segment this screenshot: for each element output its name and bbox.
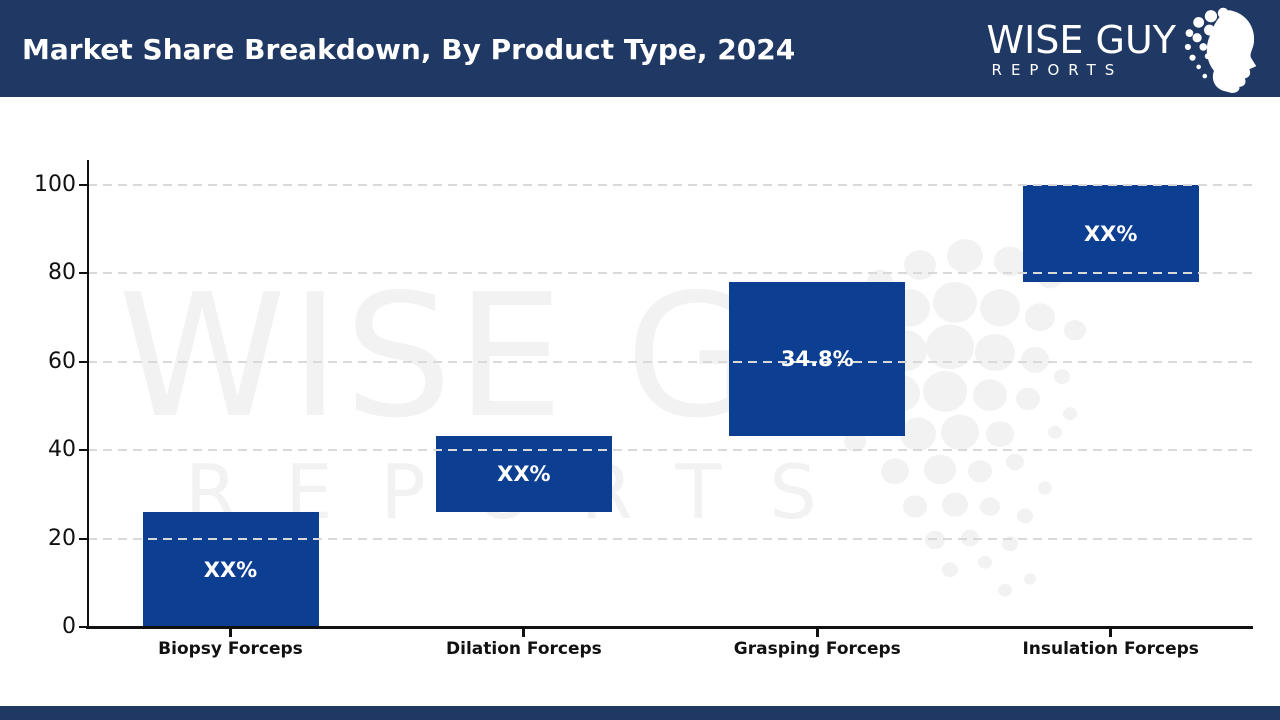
- gridline-20: [88, 537, 1253, 540]
- bar-value-label: XX%: [1083, 221, 1138, 246]
- x-category-label: Insulation Forceps: [1022, 639, 1199, 659]
- gridline-40: [88, 449, 1253, 452]
- y-tick-20: [79, 537, 87, 540]
- y-tick-label: 20: [48, 525, 76, 551]
- x-category-label: Biopsy Forceps: [158, 639, 303, 659]
- gridline-60: [88, 360, 1253, 363]
- x-axis-spine: [86, 626, 1253, 629]
- footer-bar: [0, 706, 1280, 720]
- x-tick-1: [522, 629, 526, 637]
- bar-grasping-forceps: [729, 282, 906, 437]
- y-tick-label: 60: [48, 348, 76, 374]
- y-tick-label: 80: [48, 260, 76, 286]
- bar-biopsy-forceps: [142, 512, 319, 627]
- logo-brand-text: WISE GUY: [986, 17, 1176, 62]
- logo-sub-text: REPORTS: [991, 61, 1124, 80]
- bar-dilation-forceps: [435, 436, 612, 513]
- y-tick-label: 0: [62, 614, 76, 639]
- y-tick-40: [79, 449, 87, 452]
- logo-head-icon: [1184, 7, 1257, 93]
- gridline-80: [88, 272, 1253, 275]
- y-tick-60: [79, 360, 87, 363]
- y-tick-80: [79, 272, 87, 275]
- bar-value-label: XX%: [497, 462, 551, 487]
- x-category-label: Grasping Forceps: [733, 639, 901, 659]
- header-bar: Market Share Breakdown, By Product Type,…: [0, 0, 1280, 97]
- bar-value-label: 34.8%: [780, 347, 854, 372]
- chart-title: Market Share Breakdown, By Product Type,…: [22, 33, 796, 66]
- wise-guy-logo: WISE GUY REPORTS: [987, 6, 1270, 94]
- y-tick-0: [79, 626, 87, 628]
- x-tick-2: [815, 629, 819, 637]
- y-tick-label: 40: [48, 437, 76, 463]
- bar-value-label: XX%: [203, 557, 258, 582]
- x-category-label: Dilation Forceps: [446, 639, 602, 659]
- bar-insulation-forceps: [1022, 185, 1199, 283]
- gridline-100: [88, 184, 1253, 186]
- x-tick-0: [229, 629, 232, 637]
- y-tick-100: [79, 184, 87, 186]
- x-tick-3: [1109, 629, 1113, 637]
- y-axis-spine: [87, 160, 89, 628]
- y-tick-label: 100: [34, 172, 76, 197]
